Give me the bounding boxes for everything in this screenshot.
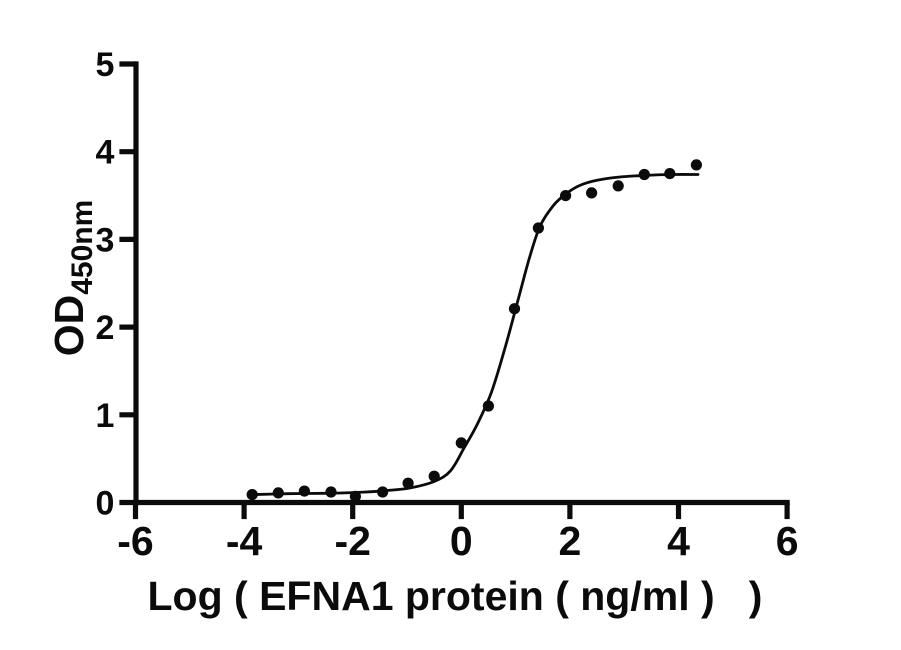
data-point <box>377 486 389 498</box>
y-tick-label: 0 <box>95 485 114 523</box>
data-point <box>482 400 494 412</box>
data-point <box>298 485 310 497</box>
data-point <box>612 180 624 192</box>
plot-layer <box>246 159 703 502</box>
x-tick-label: -2 <box>334 518 370 564</box>
x-axis-title: Log ( EFNA1 protein ( ng/ml ) ) <box>148 573 763 619</box>
y-tick-label: 5 <box>95 46 114 84</box>
axes-layer: 0 1 2 3 4 5 -6 -4 -2 0 2 4 6 <box>95 46 798 564</box>
data-point <box>272 487 284 499</box>
data-point <box>349 490 361 502</box>
data-point <box>428 470 440 482</box>
data-point <box>532 222 545 234</box>
x-tick-label: -4 <box>226 518 263 564</box>
data-point <box>402 477 414 489</box>
y-axis-title: OD450nm <box>46 200 99 357</box>
data-point <box>586 187 598 199</box>
data-point <box>325 486 337 498</box>
y-tick-label: 4 <box>95 134 114 172</box>
x-tick-label: 4 <box>667 518 690 564</box>
data-point <box>638 168 650 181</box>
data-point <box>690 159 703 171</box>
y-tick-label: 1 <box>95 397 114 435</box>
y-tick-label: 2 <box>95 309 114 347</box>
x-tick-label: 2 <box>558 518 581 564</box>
data-point <box>664 168 676 180</box>
x-tick-label: 0 <box>450 518 473 564</box>
labels-layer: Log ( EFNA1 protein ( ng/ml ) ) OD450nm <box>46 200 762 619</box>
data-point <box>560 190 572 202</box>
x-tick-label: 6 <box>776 518 799 564</box>
y-tick-label: 3 <box>95 221 114 259</box>
data-point <box>508 303 521 315</box>
y-axis-title-main: OD <box>46 295 92 357</box>
data-point <box>455 437 467 449</box>
data-point <box>246 489 258 501</box>
x-tick-label: -6 <box>117 518 153 564</box>
y-axis-title-subscript: 450nm <box>66 200 99 295</box>
fit-curve <box>250 173 700 496</box>
